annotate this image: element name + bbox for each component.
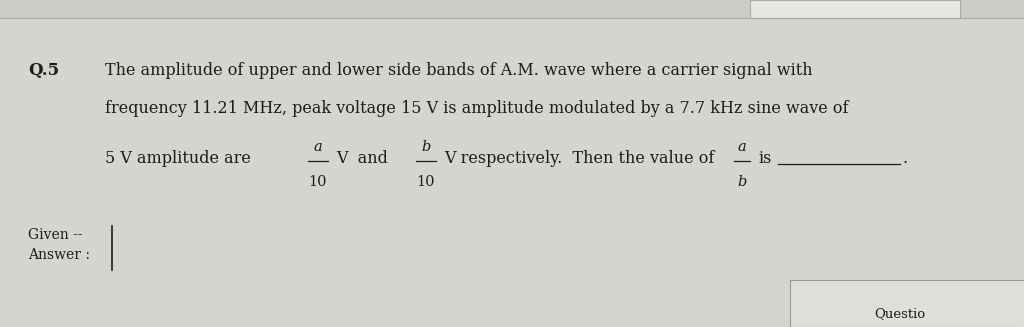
Text: Questio: Questio	[874, 307, 926, 320]
Text: The amplitude of upper and lower side bands of A.M. wave where a carrier signal : The amplitude of upper and lower side ba…	[105, 62, 813, 79]
FancyBboxPatch shape	[790, 280, 1024, 327]
FancyBboxPatch shape	[0, 18, 1024, 327]
Text: V  and: V and	[336, 150, 388, 167]
Text: a: a	[737, 140, 746, 154]
Text: V respectively.  Then the value of: V respectively. Then the value of	[444, 150, 715, 167]
Text: b: b	[737, 175, 746, 189]
Text: 10: 10	[309, 175, 328, 189]
Text: is: is	[758, 150, 771, 167]
Text: Given --: Given --	[28, 228, 83, 242]
Text: .: .	[902, 150, 907, 167]
Text: 10: 10	[417, 175, 435, 189]
Text: Answer :: Answer :	[28, 248, 90, 262]
Text: frequency 11.21 MHz, peak voltage 15 V is amplitude modulated by a 7.7 kHz sine : frequency 11.21 MHz, peak voltage 15 V i…	[105, 100, 849, 117]
Text: b: b	[421, 140, 431, 154]
FancyBboxPatch shape	[750, 0, 961, 18]
Text: Q.5: Q.5	[28, 62, 59, 79]
Text: 5 V amplitude are: 5 V amplitude are	[105, 150, 251, 167]
Text: a: a	[313, 140, 323, 154]
